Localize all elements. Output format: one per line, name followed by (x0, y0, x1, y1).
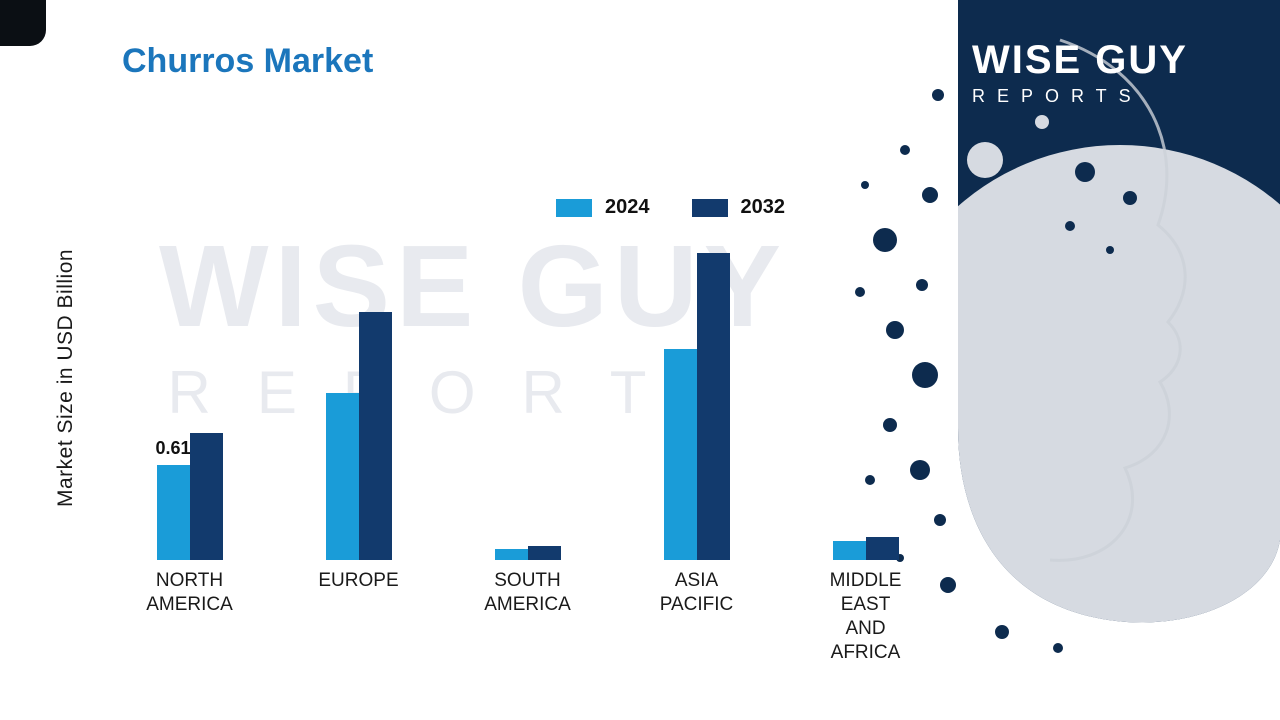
bar-2032 (865, 537, 899, 560)
background-watermark: WISE GUY REPORTS (108, 221, 838, 427)
bar-group: EUROPE (318, 312, 399, 591)
bar-value-label: 0.61 (155, 438, 191, 458)
watermark-line2: REPORTS (167, 358, 779, 426)
category-label: EUROPE (318, 570, 399, 591)
bar-2032 (189, 433, 223, 560)
watermark-line1: WISE GUY (158, 221, 788, 351)
bar-2024 (494, 549, 528, 560)
bar-pair (663, 253, 730, 560)
page-title: Churros Market (122, 42, 374, 80)
bar-2032 (358, 312, 392, 560)
bar-2032 (527, 546, 561, 560)
bar-2024 (663, 349, 697, 560)
bar-pair: 0.61 (155, 433, 223, 560)
bar-group: ASIA PACIFIC (660, 253, 733, 615)
legend-swatch (556, 198, 592, 217)
face-profile (1049, 38, 1187, 562)
legend-label: 2024 (605, 196, 650, 218)
bar-group: MIDDLE EAST AND AFRICA (830, 537, 901, 663)
logo-wordmark: WISE GUY (971, 38, 1188, 82)
legend-label: 2032 (740, 196, 786, 218)
category-label: ASIA PACIFIC (659, 570, 734, 615)
chart-legend: 2024 2032 (556, 196, 785, 219)
bar-2024 (832, 541, 866, 560)
category-label: NORTH AMERICA (146, 570, 233, 615)
bar-pair (832, 537, 899, 560)
bar-group: SOUTH AMERICA (484, 546, 571, 615)
wise-guy-reports-logo: WISE GUY REPORTS (972, 38, 1188, 107)
category-label: SOUTH AMERICA (484, 570, 571, 615)
legend-item-2024: 2024 (556, 196, 650, 219)
bar-2024: 0.61 (155, 438, 191, 560)
logo-subtitle: REPORTS (971, 86, 1143, 106)
bar-2032 (696, 253, 730, 560)
legend-swatch (691, 198, 728, 217)
bar-group: 0.61 NORTH AMERICA (146, 433, 233, 615)
corner-accent (0, 0, 46, 46)
bar-pair (325, 312, 392, 560)
category-label: MIDDLE EAST AND AFRICA (829, 570, 902, 663)
bar-2024 (325, 393, 359, 560)
y-axis-label: Market Size in USD Billion (54, 248, 77, 508)
bar-pair (494, 546, 561, 560)
legend-item-2032: 2032 (691, 196, 786, 219)
bar-chart: 0.61 NORTH AMERICA EUROPE SOUTH AMERICA ASIA… (105, 230, 950, 663)
